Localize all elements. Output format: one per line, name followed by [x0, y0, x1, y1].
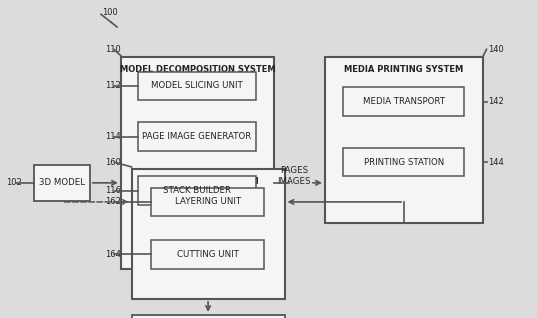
Text: MODEL SLICING UNIT: MODEL SLICING UNIT — [151, 81, 243, 90]
Text: 160: 160 — [105, 158, 121, 167]
Text: 162: 162 — [105, 197, 121, 206]
Text: MEDIA TRANSPORT: MEDIA TRANSPORT — [363, 97, 445, 106]
Bar — [132, 315, 285, 318]
Bar — [344, 87, 464, 116]
Text: 112: 112 — [105, 81, 120, 90]
Text: IMAGES: IMAGES — [277, 177, 311, 186]
Text: PAGE IMAGE GENERATOR: PAGE IMAGE GENERATOR — [142, 132, 252, 141]
Text: 102: 102 — [6, 178, 22, 187]
Text: 114: 114 — [105, 132, 120, 141]
Bar — [132, 169, 285, 299]
Text: PRINTING STATION: PRINTING STATION — [364, 158, 444, 167]
Bar — [325, 57, 483, 223]
Text: 140: 140 — [488, 45, 503, 54]
Text: MODEL DECOMPOSITION SYSTEM: MODEL DECOMPOSITION SYSTEM — [120, 66, 275, 74]
Text: 3D MODEL: 3D MODEL — [39, 178, 85, 187]
Text: 144: 144 — [488, 158, 503, 167]
Text: 100: 100 — [102, 8, 118, 17]
Bar — [138, 122, 256, 151]
Text: MEDIA PRINTING SYSTEM: MEDIA PRINTING SYSTEM — [344, 66, 464, 74]
Bar — [151, 240, 264, 269]
Bar — [344, 148, 464, 176]
Bar — [33, 165, 90, 201]
Text: LAYERING UNIT: LAYERING UNIT — [175, 197, 241, 206]
Bar — [151, 188, 264, 216]
Bar — [138, 72, 256, 100]
Text: CUTTING UNIT: CUTTING UNIT — [177, 250, 239, 259]
Text: 3D PRINTING SYSTEM: 3D PRINTING SYSTEM — [157, 177, 259, 186]
Text: STACK BUILDER: STACK BUILDER — [163, 186, 231, 195]
Bar — [138, 176, 256, 205]
Text: 142: 142 — [488, 97, 503, 106]
Text: 110: 110 — [105, 45, 120, 54]
Bar — [121, 57, 274, 269]
Text: 116: 116 — [105, 186, 121, 195]
Text: 164: 164 — [105, 250, 121, 259]
Text: PAGES: PAGES — [280, 166, 308, 175]
